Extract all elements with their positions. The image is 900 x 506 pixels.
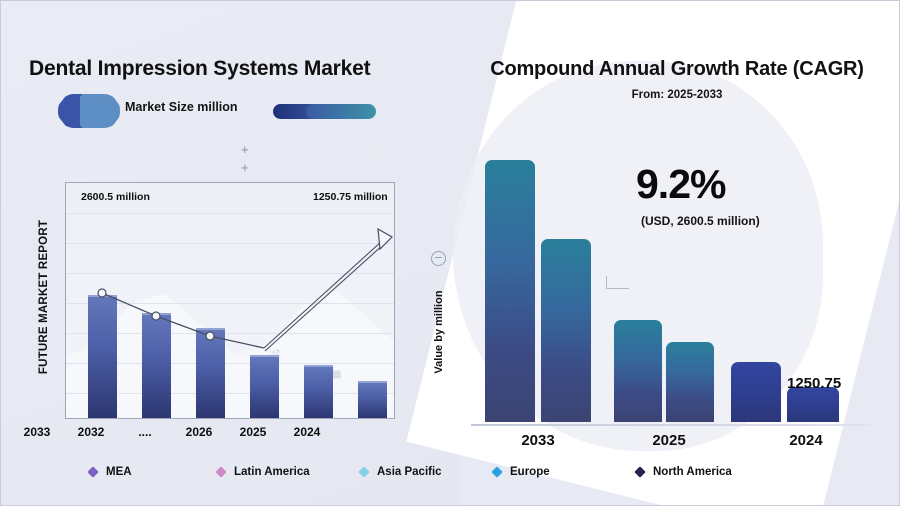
legend-label-latin-america: Latin America	[234, 466, 310, 478]
region-legend: MEA Latin America Asia Pacific Europe No…	[87, 466, 732, 478]
xtick-2032: 2032	[77, 425, 105, 439]
right-bar-2025-high	[614, 320, 662, 422]
right-panel-title: Compound Annual Growth Rate (CAGR)	[490, 58, 864, 80]
gridline	[66, 393, 394, 394]
minus-circle-icon	[431, 251, 446, 266]
legend-label-mea: MEA	[106, 466, 132, 478]
gridline	[66, 213, 394, 214]
legend-label-north-america: North America	[653, 466, 732, 478]
legend-item-latin-america[interactable]: Latin America	[215, 466, 360, 478]
gridline	[66, 363, 394, 364]
bar-2026	[250, 355, 279, 418]
xtick-2024: 2024	[293, 425, 321, 439]
right-bar-2025-low	[666, 342, 714, 422]
right-panel-subtitle: From: 2025-2033	[631, 89, 723, 101]
xtick-dots: ....	[138, 425, 152, 439]
xtick-2033: 2033	[23, 425, 51, 439]
legend-item-europe[interactable]: Europe	[491, 466, 636, 478]
trend-line-overlay	[97, 227, 393, 352]
right-xtick-2024: 2024	[789, 432, 823, 449]
left-y-axis-label: FUTURE MARKET REPORT	[38, 219, 50, 375]
xtick-2025: 2025	[239, 425, 267, 439]
gridline	[66, 333, 394, 334]
bar-dots	[196, 328, 225, 418]
left-panel-title: Dental Impression Systems Market	[29, 57, 371, 80]
legend-marker-north-america	[634, 466, 646, 478]
left-chart-annotation-end: 1250.75 million	[313, 191, 388, 203]
legend-marker-mea	[87, 466, 99, 478]
plus-icon-2: +	[241, 160, 249, 175]
market-size-legend-label: Market Size million	[125, 100, 238, 114]
gridline	[66, 243, 394, 244]
left-bar-chart: 🗎 ▦	[65, 182, 395, 419]
hex-logo-icon	[58, 94, 120, 128]
legend-item-asia-pacific[interactable]: Asia Pacific	[358, 466, 493, 478]
left-chart-value-axis-label: Value by million	[433, 290, 445, 374]
bar-2025	[304, 365, 333, 418]
cagr-note: (USD, 2600.5 million)	[641, 214, 760, 228]
bar-2024	[358, 381, 387, 418]
gridline	[66, 303, 394, 304]
legend-item-north-america[interactable]: North America	[634, 466, 732, 478]
legend-marker-asia-pacific	[358, 466, 370, 478]
legend-pill-secondary	[306, 104, 376, 119]
right-bar-2024-low	[787, 387, 839, 422]
legend-item-mea[interactable]: MEA	[87, 466, 217, 478]
bar-2032	[142, 313, 171, 418]
right-bar-2033-high	[485, 160, 535, 422]
legend-label-europe: Europe	[510, 466, 550, 478]
plus-icon-1: +	[241, 142, 249, 157]
right-chart-baseline	[471, 424, 871, 426]
cagr-value: 9.2%	[636, 161, 726, 207]
left-chart-annotation-start: 2600.5 million	[81, 191, 150, 203]
hex-logo-right-shape	[80, 94, 120, 128]
xtick-2026: 2026	[185, 425, 213, 439]
right-xtick-2025: 2025	[652, 432, 686, 449]
corner-tick-icon	[606, 276, 629, 289]
right-bar-2033-low	[541, 239, 591, 422]
legend-marker-latin-america	[215, 466, 227, 478]
right-xtick-2033: 2033	[521, 432, 555, 449]
chart-watermark-icon: ▦	[332, 369, 342, 380]
legend-marker-europe	[491, 466, 503, 478]
legend-label-asia-pacific: Asia Pacific	[377, 466, 442, 478]
right-bar-2024-high	[731, 362, 781, 422]
right-chart-value-label: 1250.75	[787, 375, 842, 392]
gridline	[66, 273, 394, 274]
